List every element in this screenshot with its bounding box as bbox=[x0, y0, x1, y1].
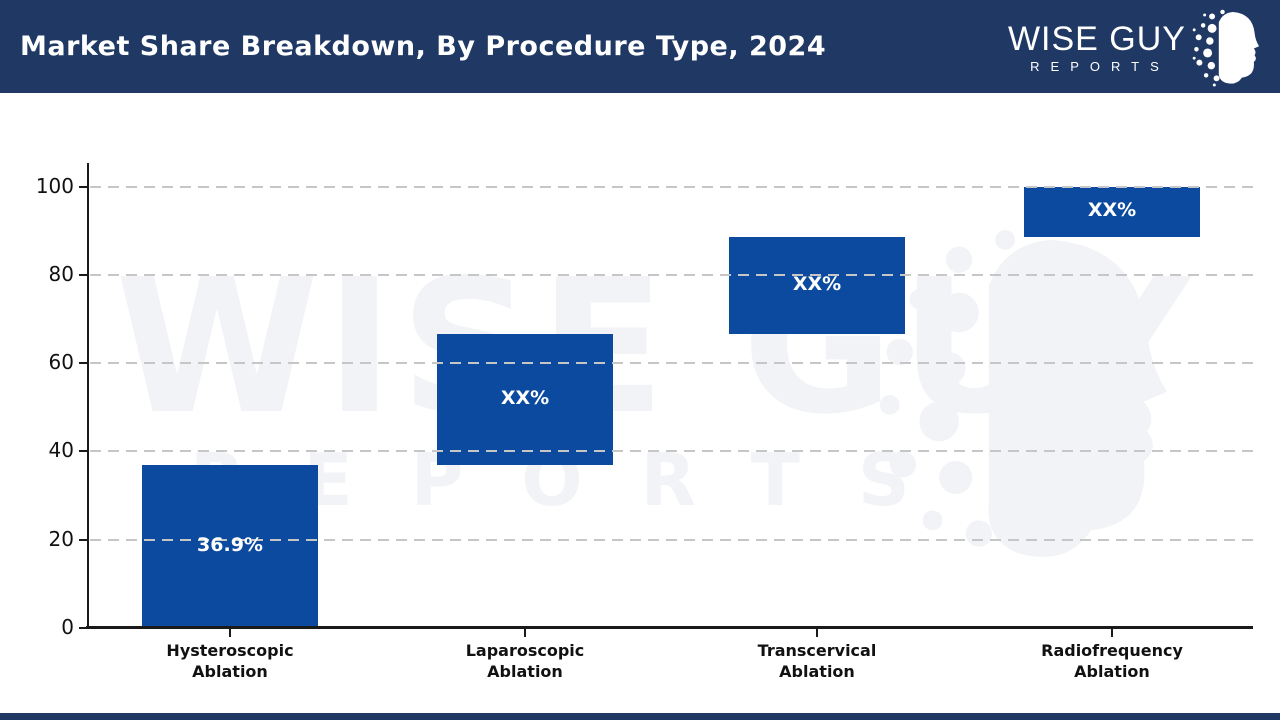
footer-bar bbox=[0, 713, 1280, 720]
bar-value-label: 36.9% bbox=[197, 533, 263, 556]
bar-segment bbox=[437, 334, 613, 466]
bar-segment bbox=[142, 465, 318, 628]
y-tick-label: 20 bbox=[48, 526, 74, 551]
grid-line bbox=[90, 538, 1253, 541]
x-category-label-line: Ablation bbox=[1074, 662, 1150, 681]
header: Market Share Breakdown, By Procedure Typ… bbox=[0, 0, 1280, 93]
grid-line bbox=[90, 185, 1253, 188]
y-tick-label: 60 bbox=[48, 350, 74, 375]
bar-value-label: XX% bbox=[500, 386, 550, 409]
logo-head-icon bbox=[1192, 9, 1260, 87]
y-axis-tick bbox=[79, 362, 87, 365]
x-category-label-line: Hysteroscopic bbox=[166, 641, 294, 660]
y-axis-tick bbox=[79, 450, 87, 453]
x-axis-tick bbox=[816, 629, 818, 637]
bar-value-label: XX% bbox=[792, 272, 842, 295]
y-axis-tick bbox=[79, 185, 87, 188]
x-category-label-line: Radiofrequency bbox=[1041, 641, 1183, 660]
logo-wordmark: WISE GUY bbox=[1007, 19, 1186, 58]
x-axis-tick bbox=[1111, 629, 1113, 637]
x-category-label-line: Transcervical bbox=[757, 641, 877, 660]
bar-segment bbox=[1024, 186, 1200, 238]
x-category-label: Radiofrequency Ablation bbox=[997, 640, 1227, 682]
x-category-label: Laparoscopic Ablation bbox=[410, 640, 640, 682]
page-title: Market Share Breakdown, By Procedure Typ… bbox=[20, 31, 827, 62]
y-tick-label: 0 bbox=[61, 615, 74, 639]
logo-subtitle: REPORTS bbox=[1030, 58, 1170, 74]
grid-line bbox=[90, 450, 1253, 453]
x-category-label-line: Laparoscopic bbox=[465, 641, 585, 660]
x-category-label-line: Ablation bbox=[192, 662, 268, 681]
y-tick-label: 100 bbox=[35, 173, 74, 198]
x-axis-tick bbox=[229, 629, 231, 637]
y-tick-label: 40 bbox=[48, 438, 74, 463]
grid-line bbox=[90, 273, 1253, 276]
logo-text: WISE GUY REPORTS bbox=[1008, 21, 1186, 74]
wise-guy-logo: WISE GUY REPORTS bbox=[1008, 4, 1266, 90]
y-axis-tick bbox=[79, 273, 87, 276]
bar-value-label: XX% bbox=[1087, 199, 1137, 222]
x-category-label-line: Ablation bbox=[779, 662, 855, 681]
x-axis-tick bbox=[524, 629, 526, 637]
x-category-label-line: Ablation bbox=[487, 662, 563, 681]
y-tick-label: 80 bbox=[48, 261, 74, 286]
y-axis-tick bbox=[79, 538, 87, 541]
x-category-label: Hysteroscopic Ablation bbox=[115, 640, 345, 682]
y-axis-line bbox=[87, 163, 89, 629]
y-axis-tick bbox=[79, 627, 87, 629]
grid-line bbox=[90, 362, 1253, 365]
x-category-label: Transcervical Ablation bbox=[702, 640, 932, 682]
x-axis-line bbox=[86, 626, 1253, 629]
bar-segment bbox=[729, 237, 905, 335]
